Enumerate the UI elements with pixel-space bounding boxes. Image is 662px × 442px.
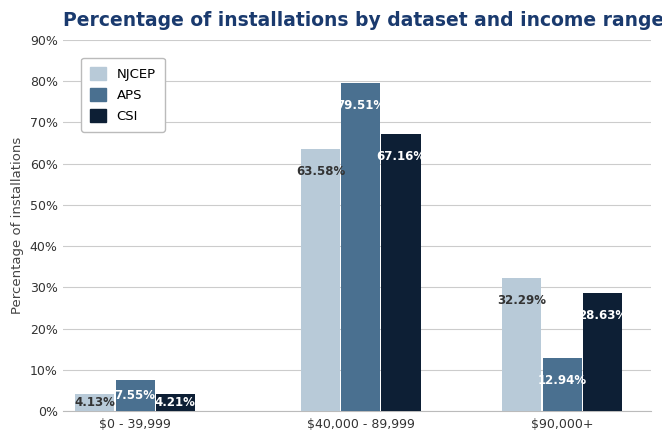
Y-axis label: Percentage of installations: Percentage of installations (11, 137, 24, 314)
Bar (502, 278, 542, 411)
Text: Percentage of installations by dataset and income range: Percentage of installations by dataset a… (62, 11, 662, 30)
Text: 12.94%: 12.94% (538, 374, 587, 387)
Bar (381, 134, 420, 411)
Bar (75, 394, 115, 411)
Text: 4.21%: 4.21% (155, 396, 196, 409)
Text: 4.13%: 4.13% (74, 396, 115, 409)
Bar (301, 149, 340, 411)
Text: 7.55%: 7.55% (115, 389, 156, 402)
Text: 28.63%: 28.63% (578, 309, 627, 322)
Bar (543, 358, 582, 411)
Text: 63.58%: 63.58% (296, 165, 345, 178)
Bar (116, 380, 155, 411)
Bar (583, 293, 622, 411)
Text: 67.16%: 67.16% (377, 150, 426, 163)
Legend: NJCEP, APS, CSI: NJCEP, APS, CSI (81, 58, 165, 132)
Bar (341, 83, 380, 411)
Bar (156, 393, 195, 411)
Text: 32.29%: 32.29% (497, 294, 546, 307)
Text: 79.51%: 79.51% (336, 99, 385, 112)
